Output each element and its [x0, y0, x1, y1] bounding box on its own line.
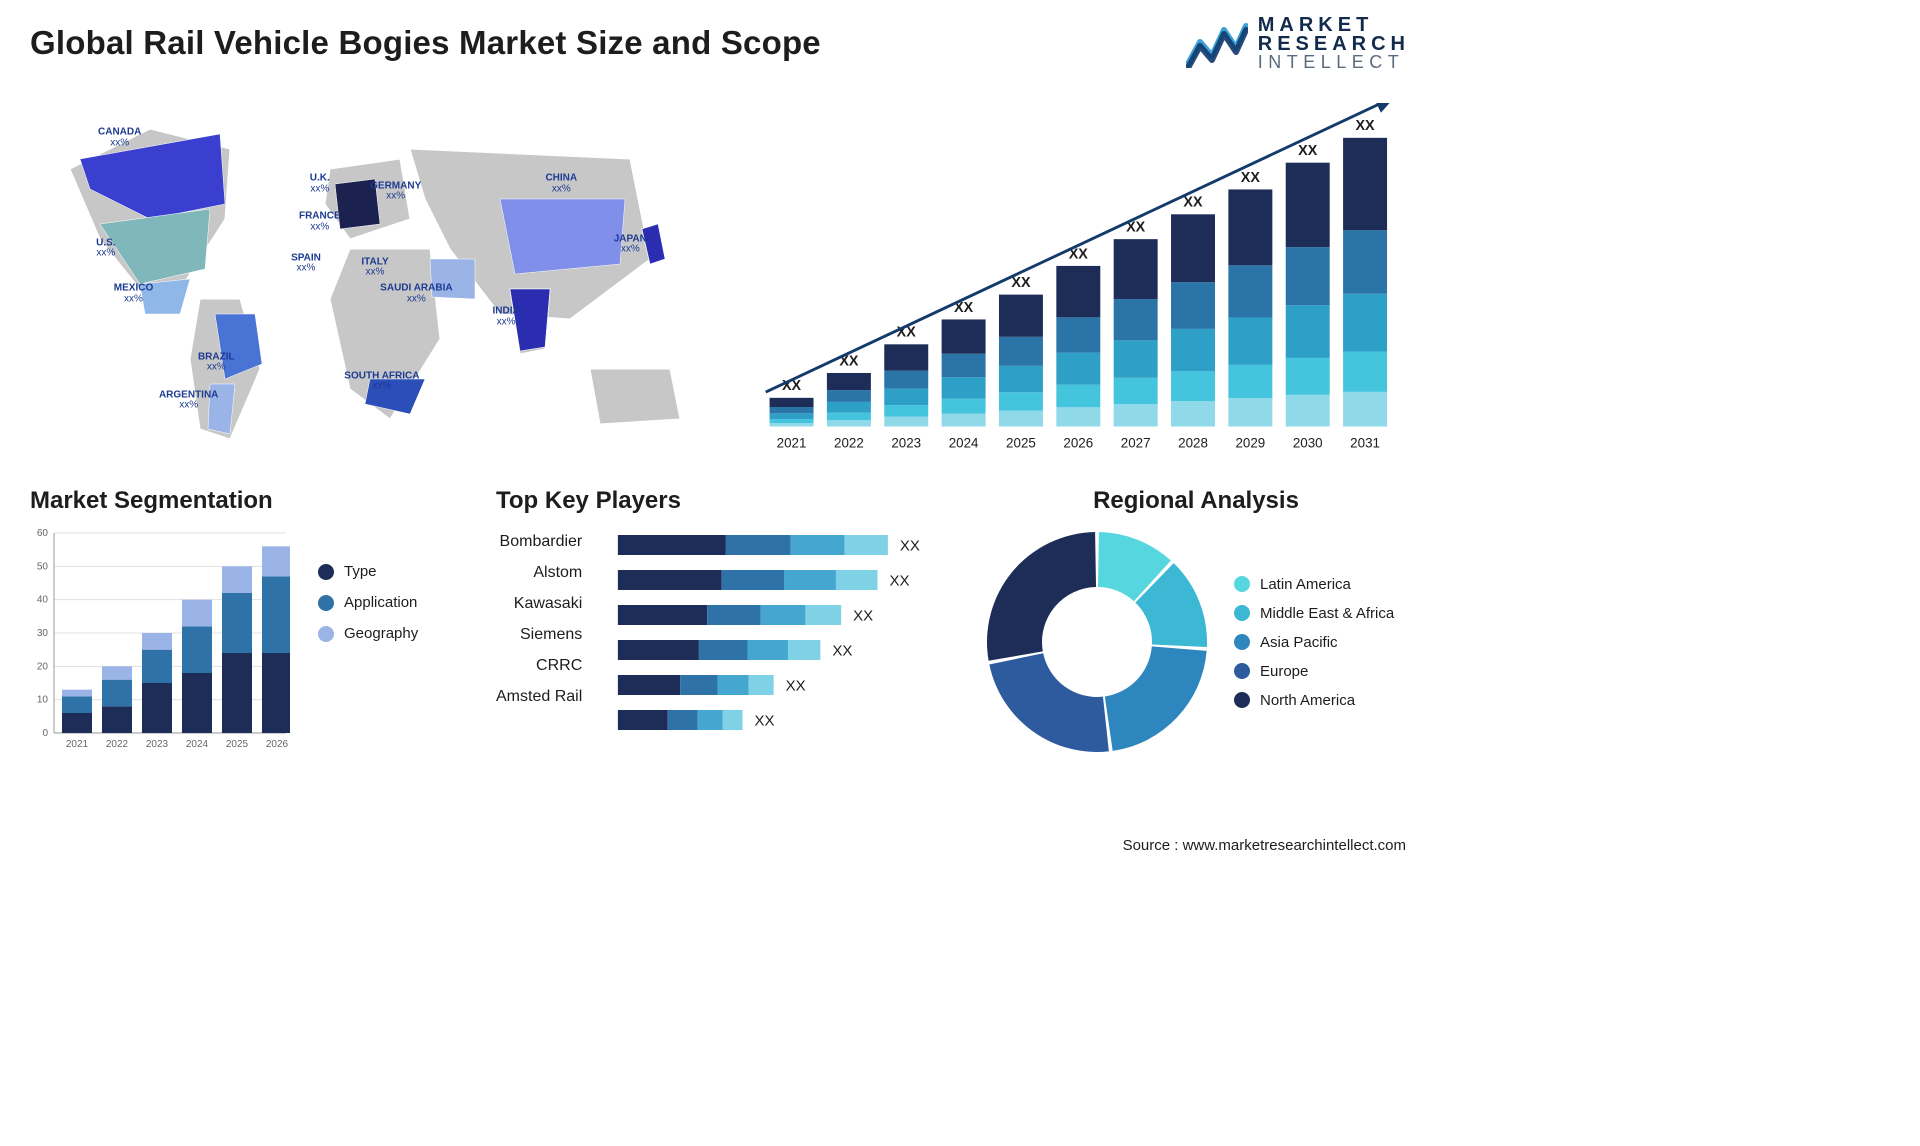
svg-text:XX: XX	[1356, 118, 1376, 134]
segmentation-legend: Type Application Geography	[318, 523, 418, 753]
svg-text:XX: XX	[1298, 143, 1318, 159]
svg-text:2022: 2022	[834, 436, 864, 451]
svg-text:2021: 2021	[66, 739, 89, 750]
keyplayers-names: Bombardier Alstom Kawasaki Siemens CRRC Amste…	[496, 529, 582, 747]
svg-text:2029: 2029	[1235, 436, 1265, 451]
map-label: BRAZILxx%	[198, 352, 235, 373]
svg-text:XX: XX	[890, 573, 910, 590]
svg-text:10: 10	[37, 695, 49, 706]
map-label: U.K.xx%	[310, 174, 330, 195]
map-label: GERMANYxx%	[370, 181, 421, 202]
svg-text:2028: 2028	[1178, 436, 1208, 451]
logo-mark-icon	[1186, 20, 1248, 68]
keyplayers-panel: Top Key Players Bombardier Alstom Kawasaki…	[496, 487, 956, 757]
svg-text:2026: 2026	[266, 739, 289, 750]
brand-logo: MARKET RESEARCH INTELLECT	[1186, 16, 1410, 71]
svg-text:XX: XX	[755, 713, 775, 730]
map-label: JAPANxx%	[614, 234, 647, 255]
keyplayer-name: Siemens	[496, 626, 582, 644]
map-label: CHINAxx%	[545, 174, 577, 195]
legend-swatch-icon	[1234, 605, 1250, 621]
map-label: MEXICOxx%	[114, 284, 153, 305]
svg-text:2027: 2027	[1121, 436, 1151, 451]
legend-swatch-icon	[318, 564, 334, 580]
source-label: Source : www.marketresearchintellect.com	[1123, 837, 1406, 854]
regional-legend: Latin America Middle East & Africa Asia Pa…	[1234, 576, 1394, 709]
svg-text:50: 50	[37, 561, 49, 572]
legend-label: Geography	[344, 625, 418, 642]
svg-text:2025: 2025	[1006, 436, 1036, 451]
legend-swatch-icon	[318, 626, 334, 642]
regional-legend-item: North America	[1234, 692, 1394, 709]
svg-text:2024: 2024	[186, 739, 209, 750]
segmentation-legend-item: Application	[318, 594, 418, 611]
keyplayer-name: Kawasaki	[496, 595, 582, 613]
map-label: U.S.xx%	[96, 238, 115, 259]
svg-text:30: 30	[37, 628, 49, 639]
legend-label: Type	[344, 563, 377, 580]
segmentation-panel: Market Segmentation 0 10 20 30 40 50 60 2021 202…	[30, 487, 470, 757]
keyplayer-name: Alstom	[496, 564, 582, 582]
legend-label: Latin America	[1260, 576, 1351, 593]
regional-legend-item: Middle East & Africa	[1234, 605, 1394, 622]
segmentation-chart: 0 10 20 30 40 50 60 2021 2022 2023 2024 2025 2026	[30, 523, 290, 753]
legend-label: Europe	[1260, 663, 1308, 680]
legend-swatch-icon	[1234, 576, 1250, 592]
svg-text:60: 60	[37, 528, 49, 539]
legend-label: Application	[344, 594, 417, 611]
segmentation-legend-item: Type	[318, 563, 418, 580]
svg-text:XX: XX	[1011, 275, 1031, 291]
keyplayer-name: Amsted Rail	[496, 688, 582, 706]
segmentation-title: Market Segmentation	[30, 487, 470, 515]
legend-label: Middle East & Africa	[1260, 605, 1394, 622]
regional-legend-item: Europe	[1234, 663, 1394, 680]
svg-text:2030: 2030	[1293, 436, 1323, 451]
segmentation-legend-item: Geography	[318, 625, 418, 642]
map-label: SAUDI ARABIAxx%	[380, 284, 452, 305]
svg-text:XX: XX	[1183, 195, 1203, 211]
map-label: SOUTH AFRICAxx%	[344, 371, 419, 392]
svg-text:2023: 2023	[146, 739, 169, 750]
legend-label: Asia Pacific	[1260, 634, 1338, 651]
svg-text:2025: 2025	[226, 739, 249, 750]
legend-swatch-icon	[1234, 692, 1250, 708]
svg-text:40: 40	[37, 595, 49, 606]
svg-text:2023: 2023	[891, 436, 921, 451]
regional-legend-item: Asia Pacific	[1234, 634, 1394, 651]
page-title: Global Rail Vehicle Bogies Market Size a…	[30, 24, 821, 62]
svg-text:XX: XX	[1241, 170, 1261, 186]
keyplayer-name: CRRC	[496, 657, 582, 675]
svg-text:2024: 2024	[949, 436, 979, 451]
svg-text:XX: XX	[786, 678, 806, 695]
svg-text:XX: XX	[833, 643, 853, 660]
regional-title: Regional Analysis	[982, 487, 1410, 515]
map-label: SPAINxx%	[291, 253, 321, 274]
map-label: CANADAxx%	[98, 128, 141, 149]
map-label: ARGENTINAxx%	[159, 390, 218, 411]
svg-text:XX: XX	[900, 538, 920, 555]
svg-text:2031: 2031	[1350, 436, 1380, 451]
legend-swatch-icon	[1234, 634, 1250, 650]
svg-text:0: 0	[42, 728, 48, 739]
svg-text:2026: 2026	[1063, 436, 1093, 451]
svg-text:2022: 2022	[106, 739, 129, 750]
map-label: INDIAxx%	[492, 307, 519, 328]
svg-text:XX: XX	[853, 608, 873, 625]
keyplayer-name: Bombardier	[496, 533, 582, 551]
keyplayers-title: Top Key Players	[496, 487, 956, 515]
svg-text:20: 20	[37, 661, 49, 672]
regional-legend-item: Latin America	[1234, 576, 1394, 593]
legend-label: North America	[1260, 692, 1355, 709]
growth-chart: XX2021XX2022XX2023XX2024XX2025XX2026XX20…	[760, 89, 1410, 469]
legend-swatch-icon	[318, 595, 334, 611]
regional-donut	[982, 527, 1212, 757]
logo-text: MARKET RESEARCH INTELLECT	[1258, 16, 1410, 71]
map-label: FRANCExx%	[299, 212, 341, 233]
keyplayers-bars: XX XX XX XX XX XX	[600, 529, 956, 747]
regional-panel: Regional Analysis Latin America Middle Ea…	[982, 487, 1410, 757]
legend-swatch-icon	[1234, 663, 1250, 679]
map-label: ITALYxx%	[361, 257, 388, 278]
svg-text:2021: 2021	[777, 436, 807, 451]
world-map: CANADAxx% U.S.xx% MEXICOxx% BRAZILxx% ARGENT…	[30, 89, 720, 469]
